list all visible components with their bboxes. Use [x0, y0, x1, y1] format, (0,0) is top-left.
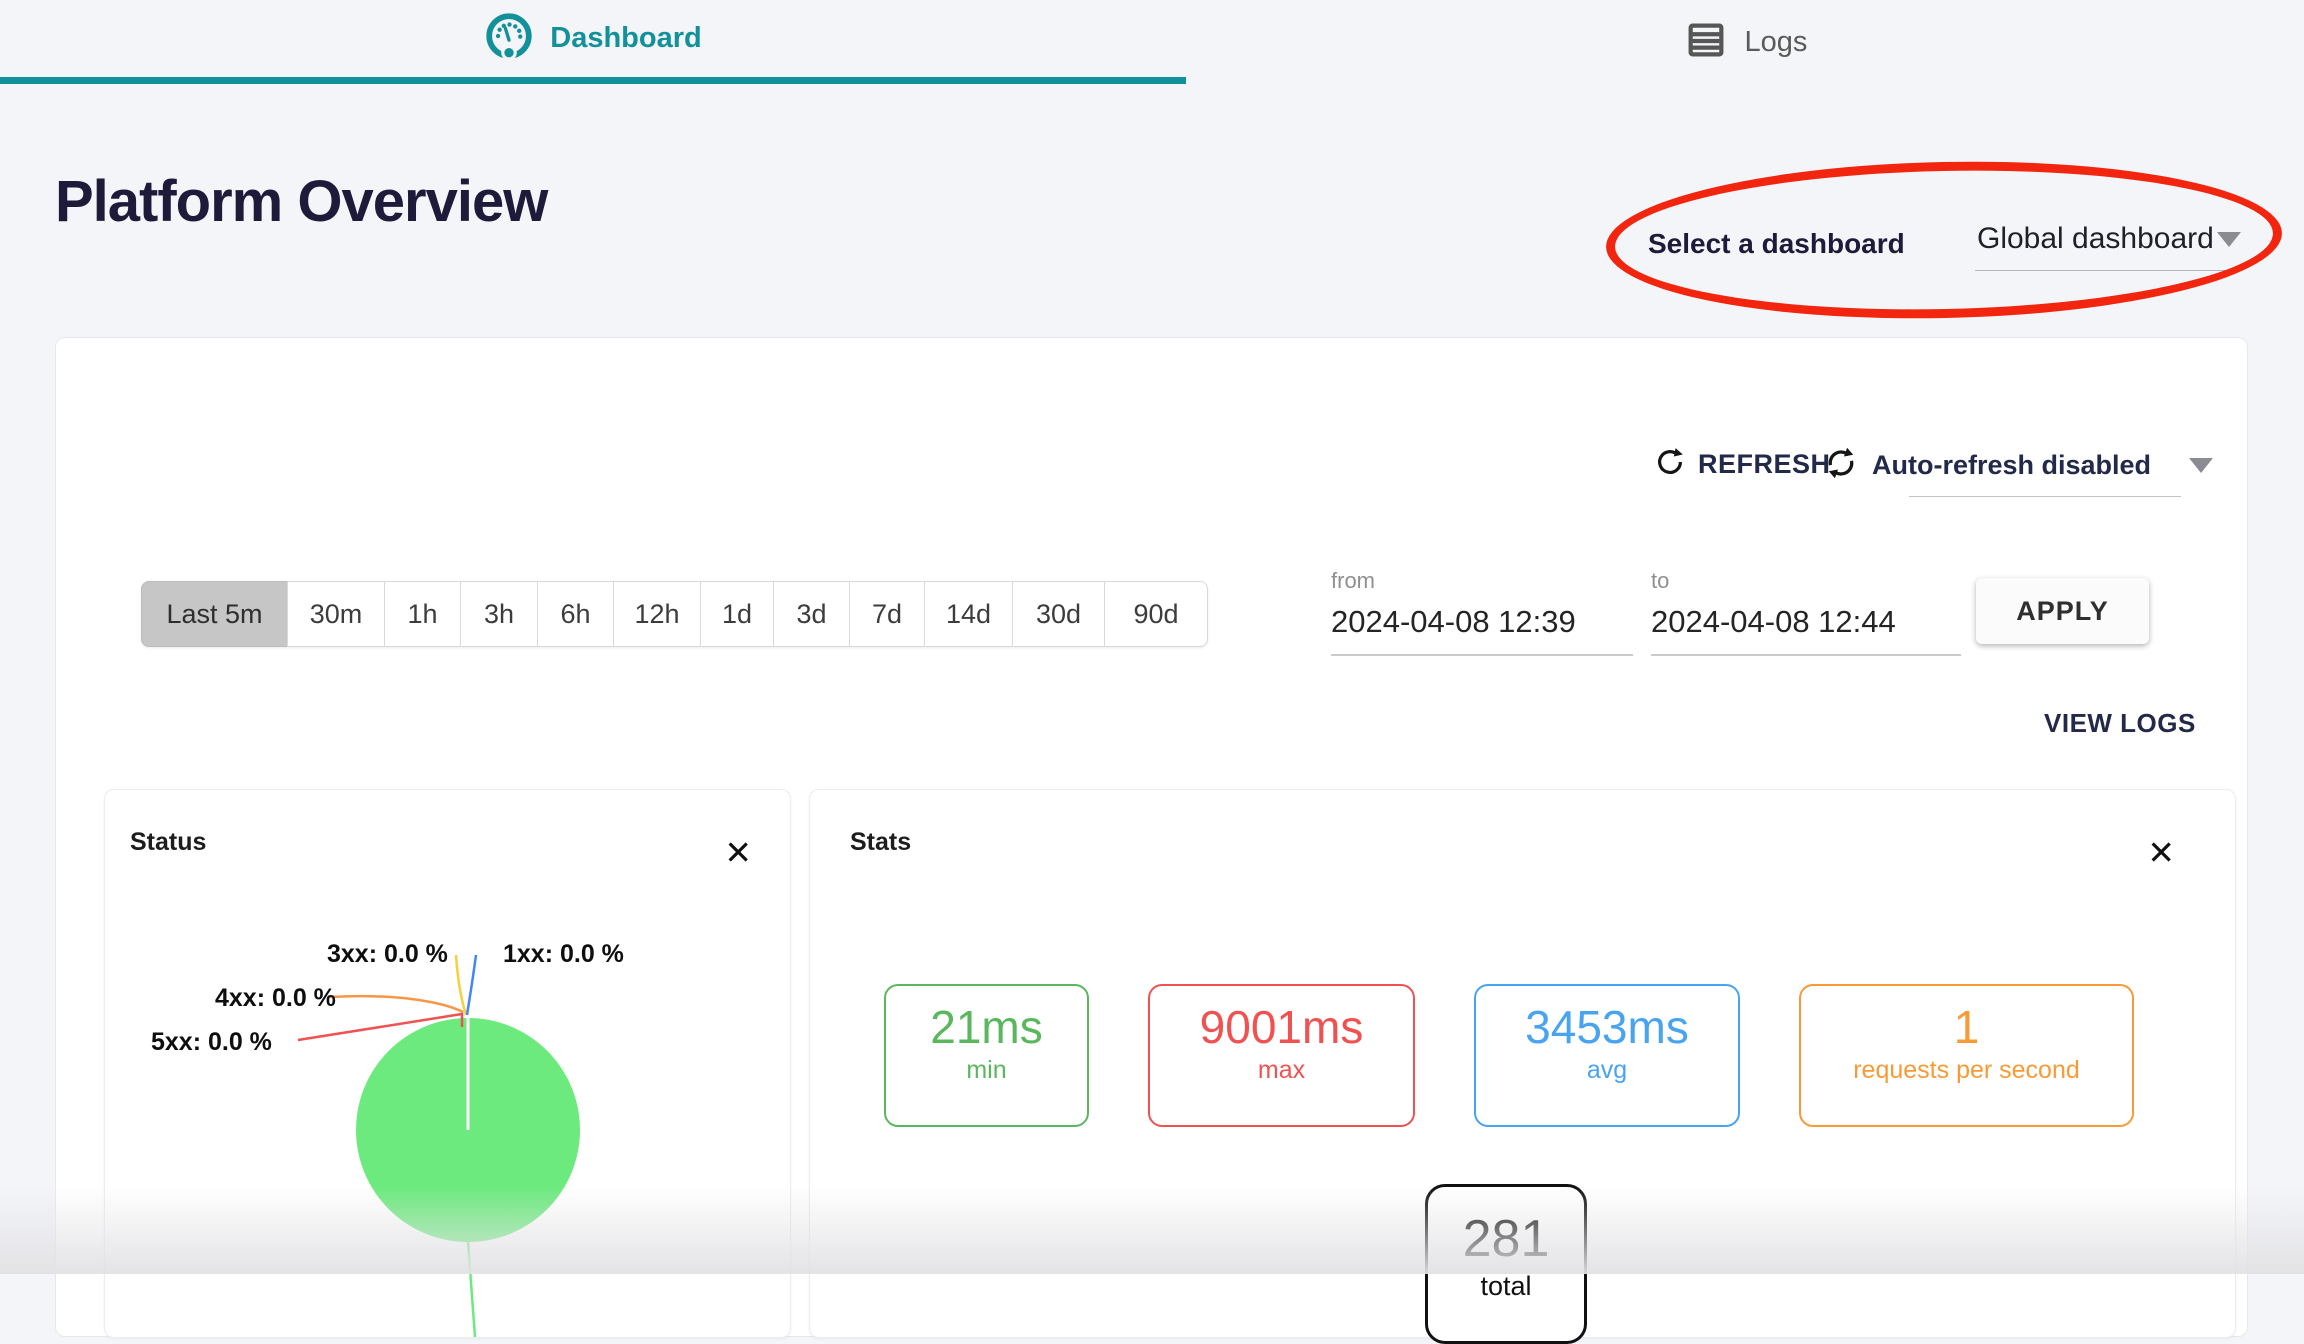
- dashboard-selector-label: Select a dashboard: [1648, 228, 1905, 260]
- time-range-7d[interactable]: 7d: [849, 581, 925, 647]
- time-range-1h[interactable]: 1h: [384, 581, 461, 647]
- time-range-6h[interactable]: 6h: [537, 581, 614, 647]
- dashboard-select-value: Global dashboard: [1977, 222, 2214, 256]
- stat-rps: 1 requests per second: [1799, 984, 2134, 1127]
- time-range-3h[interactable]: 3h: [460, 581, 538, 647]
- select-underline: [1909, 496, 2181, 497]
- pie-label-3xx: 3xx: 0.0 %: [327, 940, 448, 969]
- time-range-30m[interactable]: 30m: [287, 581, 385, 647]
- auto-refresh-label: Auto-refresh disabled: [1872, 450, 2151, 481]
- stats-row: 21ms min 9001ms max 3453ms avg 1 request…: [884, 984, 2134, 1127]
- stat-total: 281 total: [1425, 1184, 1587, 1344]
- to-underline: [1651, 654, 1961, 656]
- refresh-button-label: REFRESH: [1698, 449, 1831, 480]
- stats-card: Stats ✕ 21ms min 9001ms max 3453ms avg 1…: [809, 789, 2236, 1338]
- stat-max: 9001ms max: [1148, 984, 1415, 1127]
- time-range-14d[interactable]: 14d: [924, 581, 1013, 647]
- chevron-down-icon: [2217, 232, 2241, 247]
- tab-dashboard-label: Dashboard: [550, 22, 701, 55]
- chevron-down-icon: [2189, 458, 2213, 473]
- gauge-icon: [484, 11, 534, 66]
- time-range-90d[interactable]: 90d: [1104, 581, 1208, 647]
- stat-rps-label: requests per second: [1801, 1056, 2132, 1085]
- pie-label-1xx: 1xx: 0.0 %: [503, 940, 624, 969]
- dashboard-panel: REFRESH Auto-refresh disabled Last 5m 30…: [55, 337, 2248, 1337]
- time-range-1d[interactable]: 1d: [700, 581, 774, 647]
- platform-overview-page: Dashboard Logs Platform Overview Select …: [0, 0, 2304, 1274]
- status-card: Status ✕ 3xx: 0.0 % 1xx: 0.0 % 4xx: 0.0 …: [104, 789, 791, 1338]
- logs-icon: [1683, 17, 1729, 68]
- to-input[interactable]: 2024-04-08 12:44: [1651, 604, 1896, 640]
- time-range-12h[interactable]: 12h: [613, 581, 701, 647]
- status-pie-chart: [105, 790, 792, 1337]
- close-icon[interactable]: ✕: [2147, 836, 2175, 869]
- time-range-30d[interactable]: 30d: [1012, 581, 1105, 647]
- select-underline: [1975, 270, 2241, 271]
- stat-avg-label: avg: [1476, 1056, 1738, 1085]
- refresh-button[interactable]: REFRESH: [1654, 446, 1831, 483]
- time-range-3d[interactable]: 3d: [773, 581, 850, 647]
- stat-min-value: 21ms: [886, 1000, 1087, 1054]
- to-label: to: [1651, 568, 1669, 594]
- time-range-last-5m[interactable]: Last 5m: [141, 581, 288, 647]
- page-title: Platform Overview: [55, 168, 547, 235]
- top-tab-bar: Dashboard Logs: [0, 0, 2304, 84]
- stats-card-title: Stats: [850, 828, 911, 857]
- auto-refresh-select[interactable]: Auto-refresh disabled: [1824, 446, 2213, 485]
- stat-avg-value: 3453ms: [1476, 1000, 1738, 1054]
- stat-min: 21ms min: [884, 984, 1089, 1127]
- stat-max-value: 9001ms: [1150, 1000, 1413, 1054]
- stat-avg: 3453ms avg: [1474, 984, 1740, 1127]
- from-input[interactable]: 2024-04-08 12:39: [1331, 604, 1576, 640]
- stat-total-value: 281: [1428, 1209, 1584, 1269]
- from-label: from: [1331, 568, 1375, 594]
- pie-label-5xx: 5xx: 0.0 %: [151, 1028, 272, 1057]
- stat-max-label: max: [1150, 1056, 1413, 1085]
- auto-refresh-icon: [1824, 446, 1858, 485]
- pie-label-4xx: 4xx: 0.0 %: [215, 984, 336, 1013]
- time-range-group: Last 5m 30m 1h 3h 6h 12h 1d 3d 7d 14d 30…: [141, 581, 1208, 647]
- stat-min-label: min: [886, 1056, 1087, 1085]
- tab-dashboard[interactable]: Dashboard: [0, 0, 1186, 84]
- tab-logs-label: Logs: [1745, 26, 1808, 59]
- from-underline: [1331, 654, 1633, 656]
- refresh-icon: [1654, 446, 1686, 483]
- dashboard-select[interactable]: Global dashboard: [1975, 220, 2243, 272]
- apply-button[interactable]: APPLY: [1976, 578, 2149, 644]
- view-logs-link[interactable]: VIEW LOGS: [2044, 708, 2196, 739]
- stat-total-label: total: [1428, 1271, 1584, 1302]
- stat-rps-value: 1: [1801, 1000, 2132, 1054]
- tab-logs[interactable]: Logs: [1186, 0, 2304, 84]
